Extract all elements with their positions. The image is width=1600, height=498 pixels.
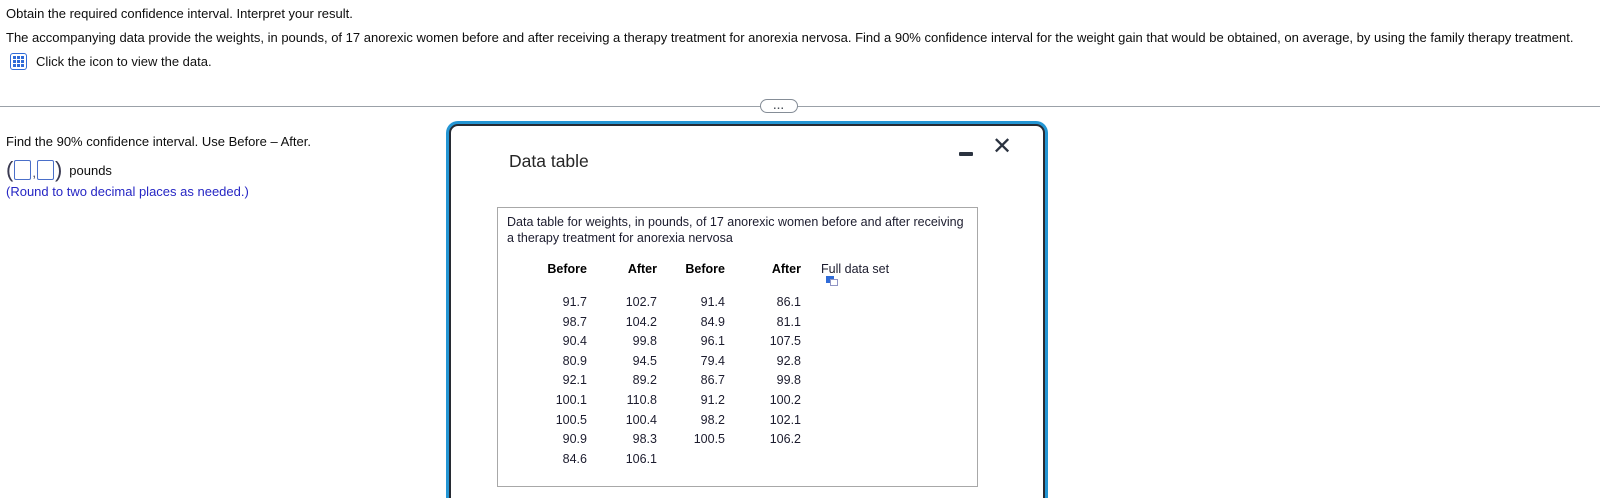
table-cell: 89.2 <box>632 373 657 388</box>
rounding-hint: (Round to two decimal places as needed.) <box>6 184 249 199</box>
table-cell: 98.2 <box>700 412 725 427</box>
table-cell: 110.8 <box>626 392 657 407</box>
table-cell: 106.2 <box>769 432 801 447</box>
table-cell: 91.4 <box>700 295 725 309</box>
table-cell: 94.5 <box>632 353 657 368</box>
table-cell: 86.1 <box>776 295 801 309</box>
table-cell: 92.8 <box>776 353 801 368</box>
table-cell: 98.3 <box>632 432 657 447</box>
unit-label: pounds <box>69 162 112 178</box>
table-cell: 98.7 <box>562 314 587 329</box>
question-prompt: Find the 90% confidence interval. Use Be… <box>6 134 311 149</box>
problem-statement: The accompanying data provide the weight… <box>6 30 1574 45</box>
lower-bound-input[interactable] <box>14 160 32 180</box>
table-cell-spacer <box>801 430 968 450</box>
table-cell: 79.4 <box>700 353 725 368</box>
table-cell <box>725 450 801 470</box>
table-cell-spacer <box>801 293 968 313</box>
table-cell-spacer <box>801 391 968 411</box>
table-cell-spacer <box>801 313 968 333</box>
data-table-icon[interactable] <box>10 53 27 70</box>
table-cell: 102.7 <box>625 295 657 309</box>
table-body: 91.7 102.7 91.4 86.1 98.7 104.2 84.9 81.1 90.4 99… <box>507 293 968 469</box>
dialog-title: Data table <box>509 151 589 171</box>
table-row: 98.7 104.2 84.9 81.1 <box>507 313 968 333</box>
table-cell: 100.2 <box>769 392 801 407</box>
table-cell: 84.9 <box>700 314 725 329</box>
table-cell <box>657 450 725 470</box>
full-data-set-label: Full data set <box>821 262 890 276</box>
table-caption: Data table for weights, in pounds, of 17… <box>507 215 964 245</box>
view-data-row: Click the icon to view the data. <box>10 53 212 70</box>
data-table-panel: Data table for weights, in pounds, of 17… <box>497 207 978 487</box>
table-cell: 90.4 <box>562 334 587 349</box>
minimize-icon[interactable] <box>959 146 981 162</box>
open-paren: ( <box>6 157 14 182</box>
table-cell-spacer <box>801 352 968 372</box>
table-cell: 81.1 <box>776 314 801 329</box>
table-cell: 84.6 <box>562 451 587 466</box>
answer-separator: , <box>32 165 36 180</box>
close-icon[interactable]: ✕ <box>989 134 1015 160</box>
table-cell-spacer <box>801 450 968 470</box>
table-cell: 107.5 <box>769 334 801 349</box>
table-row: 90.9 98.3 100.5 106.2 <box>507 430 968 450</box>
instruction-text: Obtain the required confidence interval.… <box>6 6 353 21</box>
table-cell: 91.2 <box>700 392 725 407</box>
open-full-data-set-icon[interactable] <box>826 276 839 289</box>
table-cell: 100.1 <box>555 392 587 407</box>
table-row: 84.6 106.1 <box>507 450 968 470</box>
table-cell: 86.7 <box>700 373 725 388</box>
table-cell-spacer <box>801 411 968 431</box>
table-row: 100.5 100.4 98.2 102.1 <box>507 411 968 431</box>
table-cell: 99.8 <box>776 373 801 388</box>
table-cell: 92.1 <box>562 373 587 388</box>
table-cell: 102.1 <box>769 412 801 427</box>
table-row: 92.1 89.2 86.7 99.8 <box>507 371 968 391</box>
table-cell: 104.2 <box>625 314 657 329</box>
column-header: Before <box>547 262 587 276</box>
table-cell: 80.9 <box>562 353 587 368</box>
table-row: 80.9 94.5 79.4 92.8 <box>507 352 968 372</box>
table-row: 90.4 99.8 96.1 107.5 <box>507 332 968 352</box>
table-row: 100.1 110.8 91.2 100.2 <box>507 391 968 411</box>
table-row: 91.7 102.7 91.4 86.1 <box>507 293 968 313</box>
divider-expand-button[interactable]: ... <box>760 99 798 113</box>
close-paren: ) <box>54 157 63 182</box>
column-header: After <box>771 262 801 276</box>
table-cell: 99.8 <box>632 334 657 349</box>
column-header: Before <box>685 262 725 276</box>
table-subheader-row <box>507 276 968 293</box>
table-cell: 100.5 <box>693 432 725 447</box>
table-cell: 100.5 <box>555 412 587 427</box>
table-header-row: Before After Before After Full data set <box>507 262 968 276</box>
table-cell: 100.4 <box>625 412 657 427</box>
upper-bound-input[interactable] <box>36 160 54 180</box>
view-data-caption: Click the icon to view the data. <box>36 54 212 69</box>
column-header: After <box>627 262 657 276</box>
table-cell-spacer <box>801 332 968 352</box>
answer-line: ( , ) pounds <box>6 157 112 183</box>
table-cell: 96.1 <box>700 334 725 349</box>
table-cell: 90.9 <box>562 432 587 447</box>
data-table-dialog: Data table ✕ Data table for weights, in … <box>449 124 1045 498</box>
table-cell-spacer <box>801 371 968 391</box>
table-cell: 106.1 <box>625 451 657 466</box>
section-divider <box>0 106 1600 107</box>
table-cell: 91.7 <box>562 295 587 309</box>
